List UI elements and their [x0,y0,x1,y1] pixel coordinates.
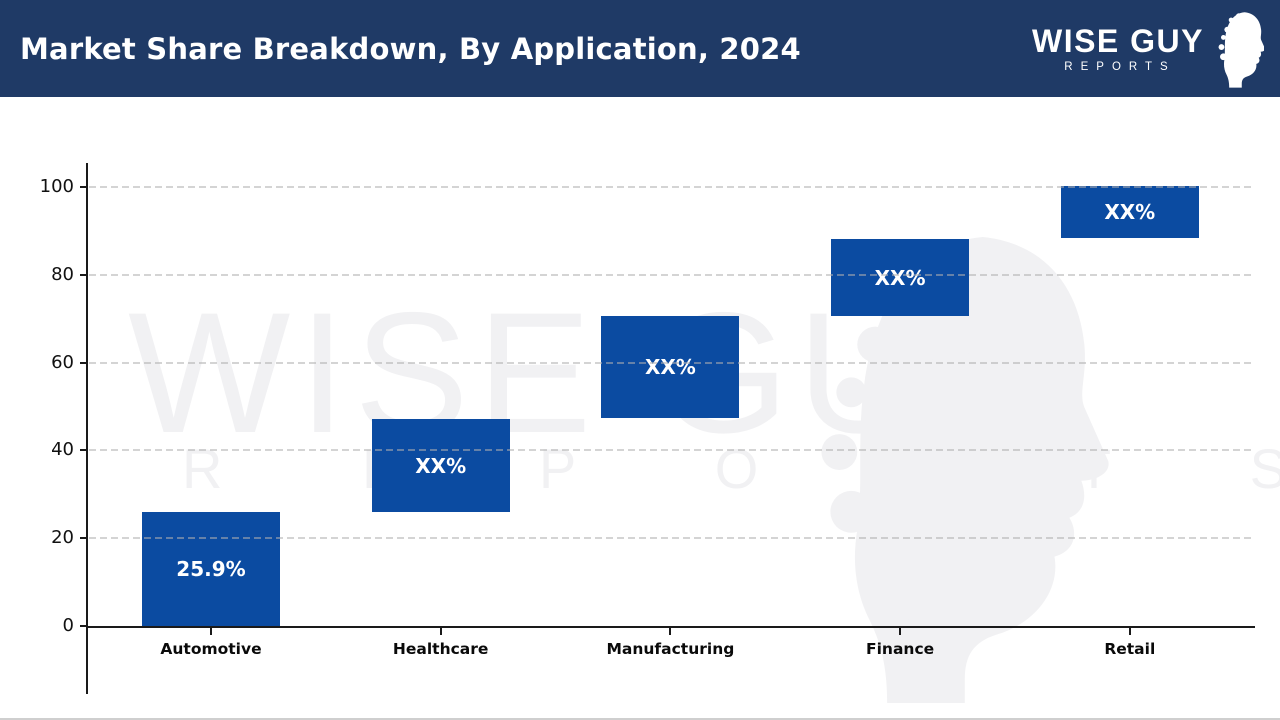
bar-healthcare: XX% [371,419,510,513]
y-tick-40 [80,449,88,452]
y-tick-label-40: 40 [51,439,74,461]
gridline-60 [89,361,1255,364]
logo-wordmark: WISE GUY REPORTS [1032,24,1204,74]
y-tick-0 [80,625,88,627]
bar-value-label-healthcare: XX% [415,453,467,478]
logo-wordmark-line2: REPORTS [1064,61,1176,73]
gridline-40 [89,449,1255,452]
watermark-head-icon [821,236,1109,703]
bottom-divider [0,718,1280,720]
gridline-80 [89,273,1255,276]
bar-value-label-manufacturing: XX% [644,355,696,380]
gridline-100 [89,186,1255,189]
y-tick-label-100: 100 [39,176,74,198]
bar-value-label-retail: XX% [1104,200,1156,225]
x-category-label-manufacturing: Manufacturing [606,640,735,658]
x-category-label-healthcare: Healthcare [392,640,489,658]
y-axis-line [86,163,88,694]
y-tick-60 [80,361,88,364]
bar-automotive: 25.9% [142,512,280,626]
x-tick-manufacturing [669,628,672,635]
chart-area: WISE GUY R E P O R T S 25.9% XX% XX% XX% XX%… [0,97,1280,718]
y-tick-100 [80,186,88,189]
bar-retail: XX% [1060,186,1199,239]
x-category-label-retail: Retail [1104,640,1156,658]
bar-value-label-automotive: 25.9% [176,557,246,582]
header-bar: Market Share Breakdown, By Application, … [0,0,1280,97]
x-tick-retail [1128,628,1131,635]
y-tick-80 [80,273,88,276]
bar-finance: XX% [831,239,970,317]
x-tick-finance [899,628,902,635]
chart-title: Market Share Breakdown, By Application, … [20,31,801,66]
y-tick-label-0: 0 [62,615,74,636]
x-axis-line [86,626,1255,628]
y-tick-20 [80,537,88,540]
bar-manufacturing: XX% [601,316,740,419]
logo-wordmark-line1: WISE GUY [1031,23,1204,59]
y-tick-label-80: 80 [51,263,74,285]
gridline-20 [89,537,1255,540]
y-tick-label-60: 60 [51,351,74,373]
x-category-label-finance: Finance [866,640,935,658]
brand-logo: WISE GUY REPORTS [1032,8,1264,90]
y-tick-label-20: 20 [51,527,74,549]
x-tick-healthcare [439,628,442,635]
x-category-label-automotive: Automotive [160,640,262,658]
logo-head-icon [1218,12,1264,88]
bar-value-label-finance: XX% [874,265,926,290]
x-tick-automotive [210,628,212,635]
